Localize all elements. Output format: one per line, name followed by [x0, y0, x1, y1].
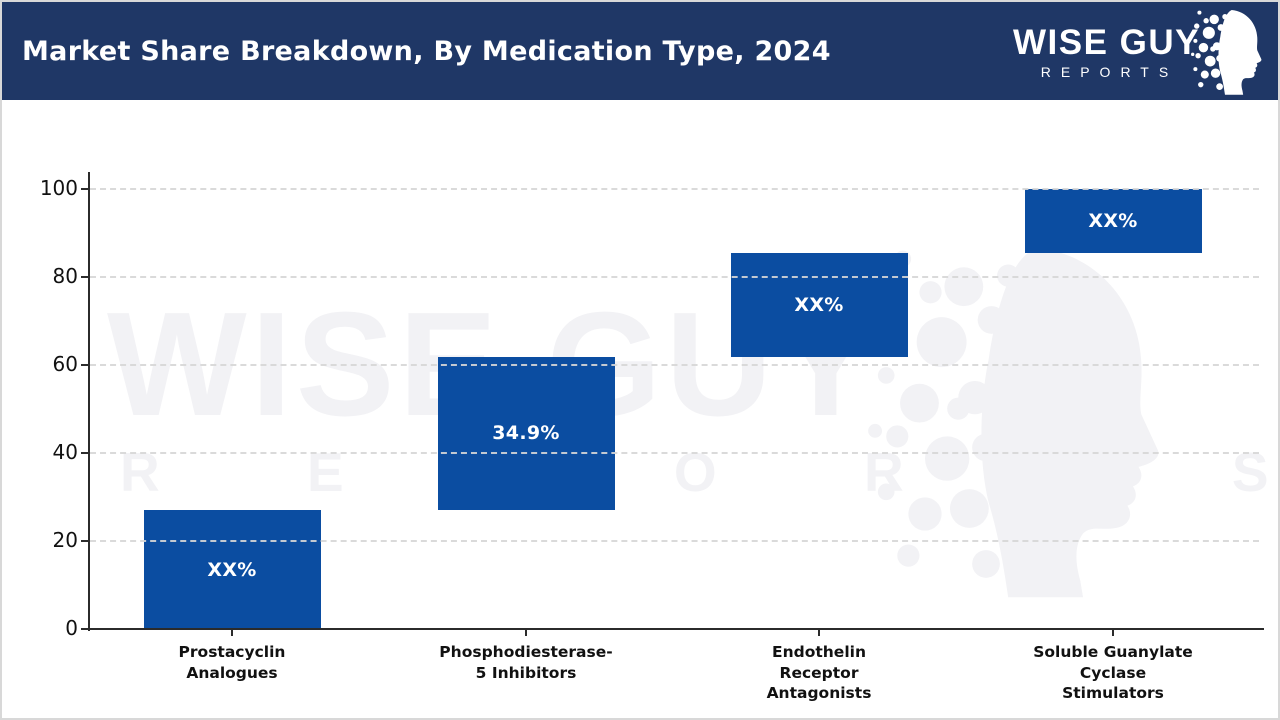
- y-tick-100: [81, 188, 88, 190]
- y-tick-20: [81, 540, 88, 542]
- y-tick-80: [81, 276, 88, 278]
- x-category-line: Analogues: [186, 663, 278, 682]
- x-category-line: Endothelin: [772, 643, 866, 661]
- logo-wordmark: WISE GUY: [1012, 22, 1200, 62]
- x-category-label-1: Phosphodiesterase- 5 Inhibitors: [376, 642, 676, 683]
- bar-value-label-0: XX%: [207, 558, 257, 581]
- x-tick-0: [231, 630, 233, 636]
- y-tick-label-40: 40: [52, 440, 78, 464]
- x-category-line: Receptor: [779, 663, 859, 682]
- bar-segment-1: [437, 356, 615, 511]
- bar-segment-3: [1024, 189, 1202, 254]
- gridline-60: [90, 364, 1259, 366]
- x-category-line: Soluble Guanylate: [1033, 643, 1193, 661]
- y-tick-label-20: 20: [52, 528, 78, 552]
- y-tick-label-60: 60: [52, 352, 78, 376]
- x-tick-3: [1112, 630, 1114, 636]
- gridline-80: [90, 276, 1259, 278]
- x-tick-2: [818, 630, 820, 636]
- bar-value-label-1: 34.9%: [492, 422, 560, 445]
- x-category-label-3: Soluble Guanylate Cyclase Stimulators: [963, 642, 1263, 704]
- dotted-head-icon: [1191, 9, 1262, 95]
- chart-title: Market Share Breakdown, By Medication Ty…: [22, 35, 831, 67]
- x-category-line: 5 Inhibitors: [475, 663, 577, 682]
- x-tick-1: [525, 630, 527, 636]
- logo-subtext: REPORTS: [1040, 63, 1179, 80]
- header-bar: Market Share Breakdown, By Medication Ty…: [2, 2, 1278, 100]
- gridline-20: [90, 540, 1259, 542]
- logo-text: WISE GUY REPORTS: [1013, 23, 1200, 80]
- x-category-line: Prostacyclin: [178, 643, 286, 661]
- bar-segment-2: [730, 253, 908, 357]
- gridline-100: [90, 188, 1259, 190]
- bar-segment-0: [143, 510, 321, 629]
- y-tick-label-0: 0: [65, 616, 78, 640]
- wiseguy-logo: WISE GUY REPORTS: [1013, 7, 1264, 95]
- y-tick-label-100: 100: [39, 176, 78, 200]
- y-tick-40: [81, 452, 88, 454]
- y-axis-line: [88, 172, 90, 631]
- y-tick-60: [81, 364, 88, 366]
- x-category-line: Stimulators: [1062, 684, 1164, 702]
- x-category-line: Antagonists: [766, 684, 872, 702]
- bar-value-label-3: XX%: [1088, 210, 1138, 233]
- x-axis-line: [88, 628, 1264, 630]
- bar-value-label-2: XX%: [794, 293, 844, 316]
- gridline-40: [90, 452, 1259, 454]
- x-category-line: Phosphodiesterase-: [439, 643, 613, 661]
- x-category-label-2: Endothelin Receptor Antagonists: [669, 642, 969, 704]
- y-tick-label-80: 80: [52, 264, 78, 288]
- x-category-label-0: Prostacyclin Analogues: [82, 642, 382, 683]
- y-tick-0: [81, 628, 88, 630]
- x-category-line: Cyclase: [1079, 663, 1147, 682]
